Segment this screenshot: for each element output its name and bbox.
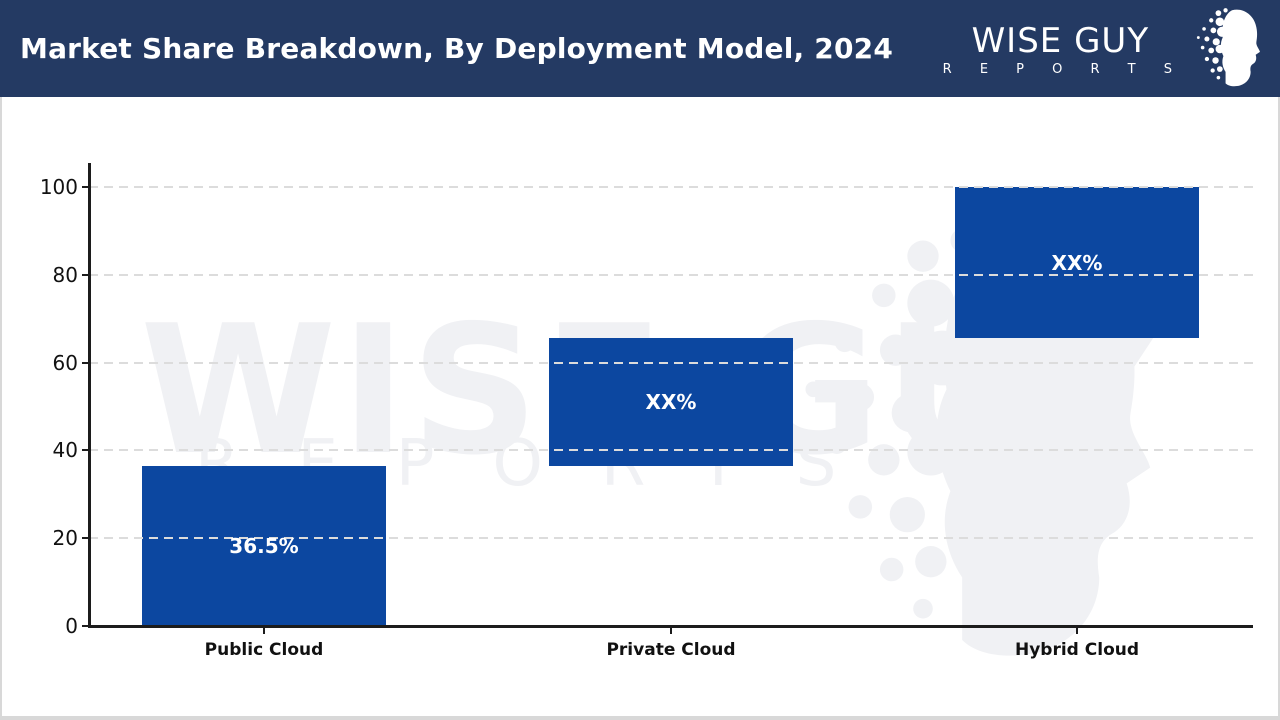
bar-value-label: XX% [645,390,697,415]
x-axis-tick [263,627,265,634]
bar-public-cloud [142,465,386,626]
logo-head-icon [1196,7,1260,86]
x-axis-tick [670,627,672,634]
y-axis-tick-40 [82,449,89,452]
bar-value-label: 36.5% [229,533,299,558]
y-axis-tick-20 [82,537,89,540]
chart-title: Market Share Breakdown, By Deployment Mo… [20,32,894,65]
bar-value-label: XX% [1051,250,1103,275]
header-bar: Market Share Breakdown, By Deployment Mo… [0,0,1280,97]
logo-wordmark: WISE GUY R E P O R T S [937,24,1184,76]
y-axis-tick-80 [82,273,89,276]
y-axis-tick-label-60: 60 [52,350,78,375]
gridline-40 [89,449,1253,452]
x-axis-tick [1076,627,1078,634]
y-axis-line [88,163,91,627]
logo-wiseguy-text: WISE GUY [971,20,1150,61]
y-axis-tick-label-40: 40 [52,438,78,463]
y-axis-tick-label-20: 20 [52,526,78,551]
x-axis-category-label: Public Cloud [204,640,324,660]
gridline-100 [89,186,1253,188]
bar-private-cloud [549,338,793,466]
gridline-20 [89,537,1253,540]
x-axis-category-label: Private Cloud [606,640,736,660]
y-axis-tick-100 [82,186,89,188]
y-axis-tick-label-80: 80 [52,262,78,287]
gridline-80 [89,273,1253,276]
gridline-60 [89,361,1253,364]
y-axis-tick-60 [82,361,89,364]
logo-reports-text: R E P O R T S [942,61,1184,77]
x-axis-category-label: Hybrid Cloud [1014,640,1140,660]
y-axis-tick-0 [82,625,89,627]
y-axis-tick-label-100: 100 [39,175,78,199]
x-axis-line [88,625,1253,628]
wise-guy-reports-logo: WISE GUY R E P O R T S [937,0,1266,97]
y-axis-tick-label-0: 0 [65,614,78,638]
